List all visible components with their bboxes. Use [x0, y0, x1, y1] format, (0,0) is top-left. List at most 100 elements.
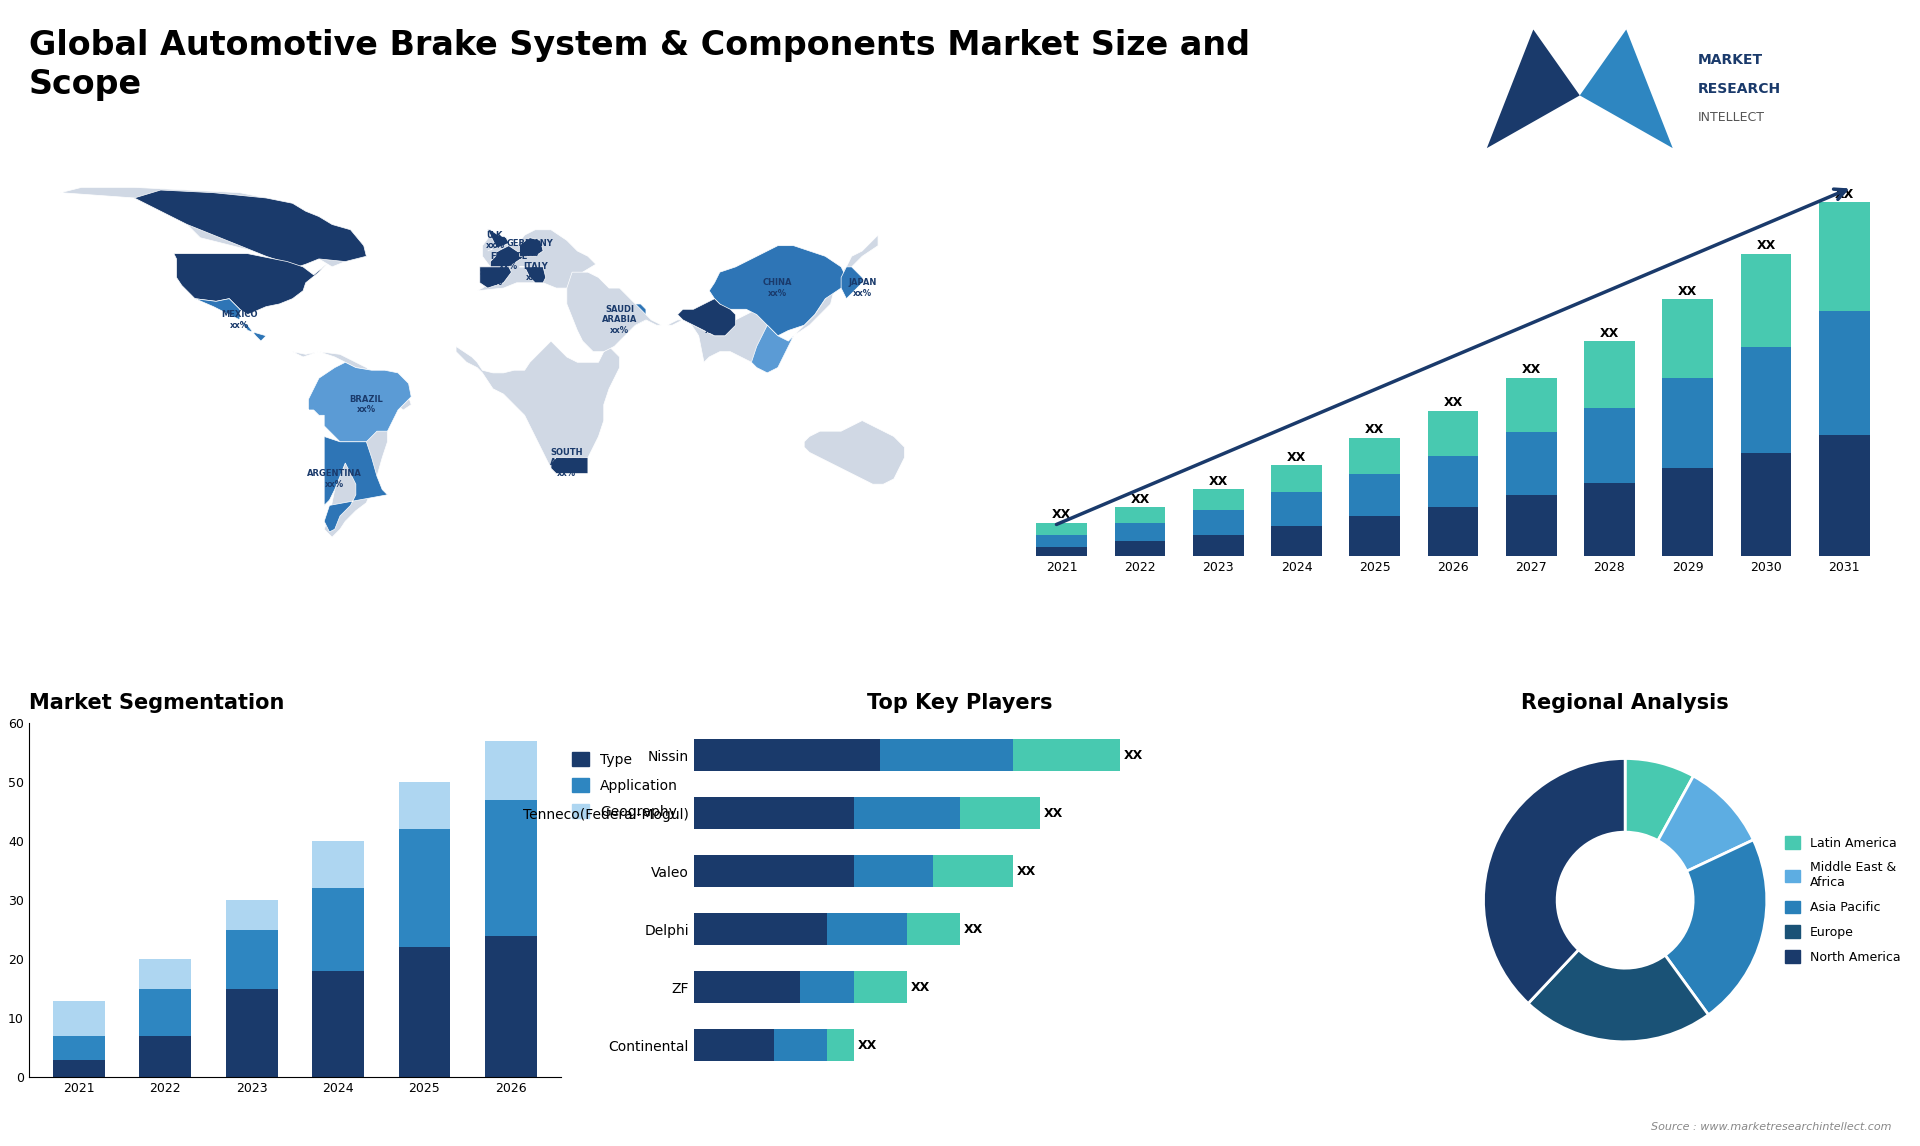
Bar [906, 913, 960, 945]
Polygon shape [599, 304, 645, 330]
Polygon shape [708, 245, 847, 336]
Polygon shape [60, 188, 367, 267]
Bar [227, 989, 278, 1077]
Text: ARGENTINA
xx%: ARGENTINA xx% [307, 469, 363, 488]
Text: SOUTH
AFRICA
xx%: SOUTH AFRICA xx% [549, 448, 584, 478]
Bar [1428, 410, 1478, 456]
Bar [486, 800, 538, 935]
Text: XX: XX [1523, 363, 1542, 376]
Bar [828, 913, 906, 945]
Bar [1741, 253, 1791, 347]
Text: XX: XX [1208, 474, 1229, 488]
Text: XX: XX [910, 981, 929, 994]
Bar [693, 739, 879, 771]
Bar [1818, 311, 1870, 435]
Text: BRAZIL
xx%: BRAZIL xx% [349, 395, 384, 415]
Text: XX: XX [1678, 284, 1697, 298]
Bar [1818, 435, 1870, 556]
Bar [1663, 469, 1713, 556]
Wedge shape [1624, 759, 1693, 840]
Text: XX: XX [1599, 327, 1619, 340]
Legend: Latin America, Middle East &
Africa, Asia Pacific, Europe, North America: Latin America, Middle East & Africa, Asi… [1780, 831, 1907, 968]
Text: XX: XX [1131, 493, 1150, 505]
Polygon shape [175, 253, 326, 315]
Bar [1350, 474, 1400, 517]
Polygon shape [678, 299, 735, 336]
Polygon shape [457, 342, 620, 473]
Text: MARKET: MARKET [1697, 53, 1763, 66]
Bar [1114, 541, 1165, 556]
Polygon shape [566, 235, 877, 372]
Bar [140, 989, 192, 1036]
Text: XX: XX [858, 1038, 877, 1052]
Bar [1584, 484, 1636, 556]
Polygon shape [804, 421, 904, 485]
Bar [774, 1029, 828, 1061]
Bar [140, 1036, 192, 1077]
Bar [1505, 495, 1557, 556]
Text: XX: XX [1044, 807, 1064, 819]
Bar [854, 798, 960, 829]
Bar [1037, 534, 1087, 547]
Bar [1818, 203, 1870, 311]
Text: MEXICO
xx%: MEXICO xx% [221, 311, 257, 330]
Text: Source : www.marketresearchintellect.com: Source : www.marketresearchintellect.com [1651, 1122, 1891, 1132]
Bar [1192, 510, 1244, 534]
Polygon shape [305, 362, 411, 442]
Text: XX: XX [1286, 450, 1306, 464]
Bar [227, 929, 278, 989]
Wedge shape [1484, 759, 1624, 1004]
Bar [1505, 377, 1557, 432]
Bar [1663, 377, 1713, 469]
Bar [693, 855, 854, 887]
Text: XX: XX [1052, 508, 1071, 521]
Text: XX: XX [1444, 397, 1463, 409]
Bar [854, 971, 906, 1003]
Bar [54, 1060, 106, 1077]
Bar [828, 1029, 854, 1061]
Polygon shape [488, 230, 509, 251]
Wedge shape [1528, 950, 1709, 1042]
Text: U.K.
xx%: U.K. xx% [486, 230, 505, 250]
Text: Market Segmentation: Market Segmentation [29, 693, 284, 713]
Polygon shape [480, 267, 511, 288]
Polygon shape [518, 237, 543, 257]
Text: FRANCE
xx%: FRANCE xx% [490, 252, 528, 272]
Bar [960, 798, 1041, 829]
Text: Global Automotive Brake System & Components Market Size and
Scope: Global Automotive Brake System & Compone… [29, 29, 1250, 101]
Bar [1584, 408, 1636, 484]
Bar [1037, 523, 1087, 534]
Polygon shape [490, 245, 524, 267]
Text: XX: XX [1123, 748, 1142, 762]
Bar [1271, 493, 1321, 526]
Text: RESEARCH: RESEARCH [1697, 81, 1782, 96]
Bar [854, 855, 933, 887]
Polygon shape [751, 325, 793, 372]
Text: SAUDI
ARABIA
xx%: SAUDI ARABIA xx% [601, 305, 637, 335]
Bar [693, 913, 828, 945]
Polygon shape [841, 267, 862, 299]
Bar [801, 971, 854, 1003]
Bar [1350, 517, 1400, 556]
Bar [693, 971, 801, 1003]
Text: JAPAN
xx%: JAPAN xx% [849, 278, 876, 298]
Bar [1505, 432, 1557, 495]
Polygon shape [324, 437, 388, 532]
Text: SPAIN
xx%: SPAIN xx% [480, 268, 507, 288]
Text: INDIA
xx%: INDIA xx% [701, 315, 728, 335]
Text: U.S.
xx%: U.S. xx% [236, 273, 255, 292]
Bar [1584, 342, 1636, 408]
Text: XX: XX [964, 923, 983, 935]
Bar [399, 948, 451, 1077]
Text: ITALY
xx%: ITALY xx% [522, 262, 547, 282]
Text: XX: XX [1757, 240, 1776, 252]
Polygon shape [1486, 30, 1580, 148]
Bar [54, 1000, 106, 1036]
Polygon shape [518, 267, 545, 283]
Bar [1114, 523, 1165, 541]
Polygon shape [1580, 30, 1672, 148]
Text: CANADA
xx%: CANADA xx% [221, 210, 259, 229]
Bar [313, 841, 365, 888]
Bar [1271, 526, 1321, 556]
Bar [1037, 547, 1087, 556]
